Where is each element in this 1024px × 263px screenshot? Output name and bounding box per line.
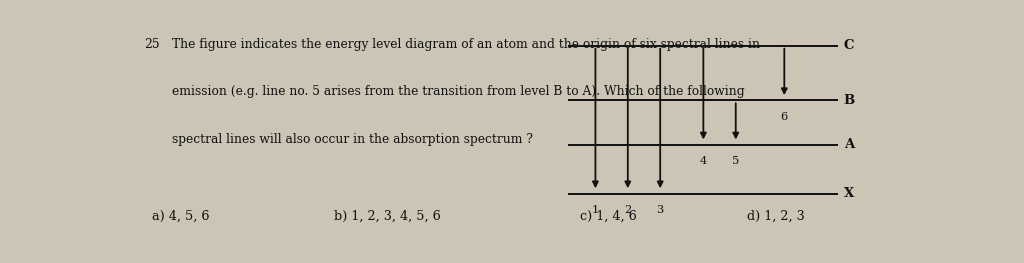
Text: 5: 5 xyxy=(732,156,739,166)
Text: c) 1, 4, 6: c) 1, 4, 6 xyxy=(581,210,637,223)
Text: X: X xyxy=(844,187,854,200)
Text: spectral lines will also occur in the absorption spectrum ?: spectral lines will also occur in the ab… xyxy=(172,133,532,146)
Text: B: B xyxy=(844,94,855,107)
Text: 25: 25 xyxy=(143,38,160,51)
Text: 1: 1 xyxy=(592,205,599,215)
Text: b) 1, 2, 3, 4, 5, 6: b) 1, 2, 3, 4, 5, 6 xyxy=(334,210,441,223)
Text: A: A xyxy=(844,138,854,151)
Text: 6: 6 xyxy=(780,112,787,122)
Text: emission (e.g. line no. 5 arises from the transition from level B to A). Which o: emission (e.g. line no. 5 arises from th… xyxy=(172,85,744,98)
Text: d) 1, 2, 3: d) 1, 2, 3 xyxy=(748,210,805,223)
Text: The figure indicates the energy level diagram of an atom and the origin of six s: The figure indicates the energy level di… xyxy=(172,38,760,51)
Text: a) 4, 5, 6: a) 4, 5, 6 xyxy=(152,210,209,223)
Text: 2: 2 xyxy=(625,205,632,215)
Text: 3: 3 xyxy=(656,205,664,215)
Text: 4: 4 xyxy=(699,156,707,166)
Text: C: C xyxy=(844,39,854,52)
